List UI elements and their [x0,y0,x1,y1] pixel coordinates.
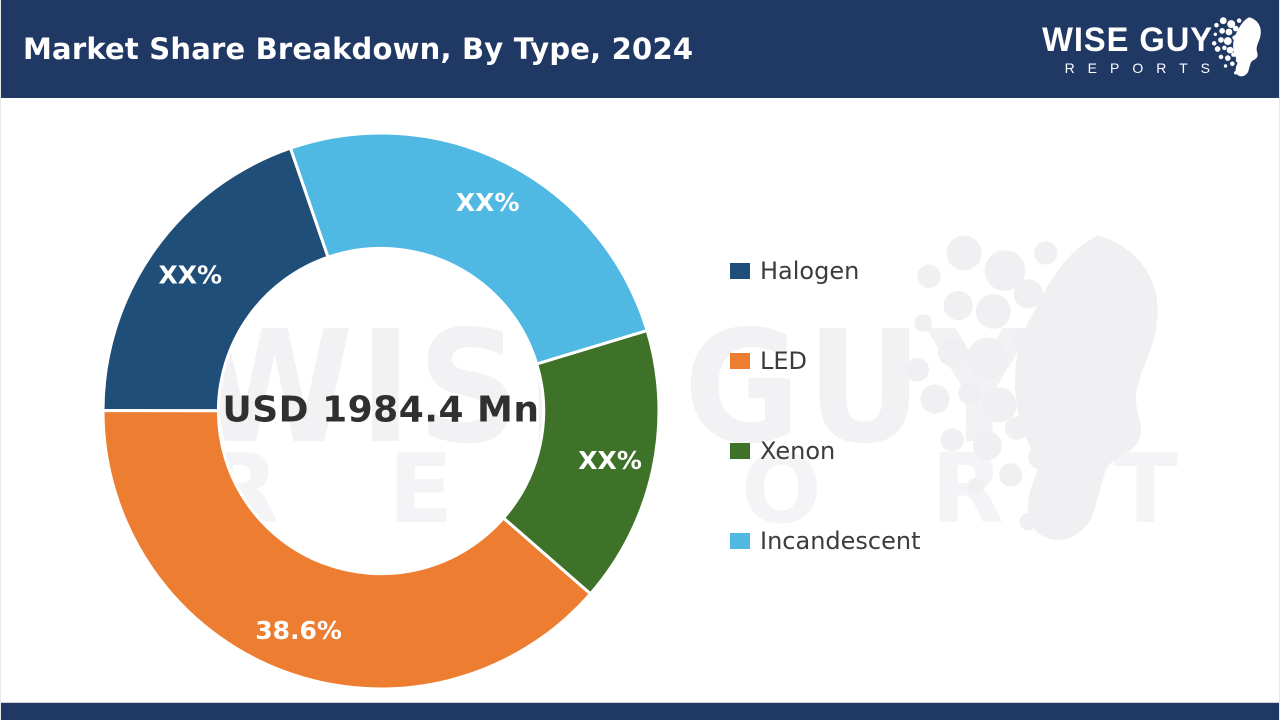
page-title: Market Share Breakdown, By Type, 2024 [23,32,694,66]
legend-swatch-halogen [730,263,750,279]
legend-item-led: LED [730,347,921,375]
slice-label-xenon: XX% [578,446,642,475]
chart-center-value: USD 1984.4 Mn [222,389,540,431]
logo-wordmark: WISE GUY [1042,20,1213,59]
chart-canvas: WISE GUY R E P O R T S XX% 38.6% XX% XX% US… [1,98,1279,702]
legend-item-xenon: Xenon [730,437,921,465]
donut-chart: XX% 38.6% XX% XX% [101,131,661,691]
legend-swatch-led [730,353,750,369]
slice-label-led: 38.6% [255,616,342,645]
legend-swatch-incandescent [730,533,750,549]
legend-label: Halogen [760,257,860,285]
legend-label: Xenon [760,437,836,465]
wise-guy-logo: WISE GUY REPORTS [1035,15,1267,83]
pie-slice-halogen [101,146,330,413]
logo-text: WISE GUY REPORTS [1035,23,1213,76]
face-profile-logo-icon [1211,17,1261,77]
legend-item-halogen: Halogen [730,257,921,285]
legend-item-incandescent: Incandescent [730,527,921,555]
legend-label: LED [760,347,808,375]
pie-slice-led [101,409,592,691]
watermark-face-icon [905,235,1158,540]
legend-label: Incandescent [760,527,921,555]
pie-slice-incandescent [289,131,649,366]
slice-label-incandescent: XX% [456,188,520,217]
header-bar: Market Share Breakdown, By Type, 2024 WI… [1,0,1279,98]
pie-slice-xenon [502,329,661,596]
legend-swatch-xenon [730,443,750,459]
slice-label-halogen: XX% [158,260,222,289]
footer-bar [1,702,1279,720]
logo-subtitle: REPORTS [1064,59,1223,76]
legend: Halogen LED Xenon Incandescent [730,257,921,617]
